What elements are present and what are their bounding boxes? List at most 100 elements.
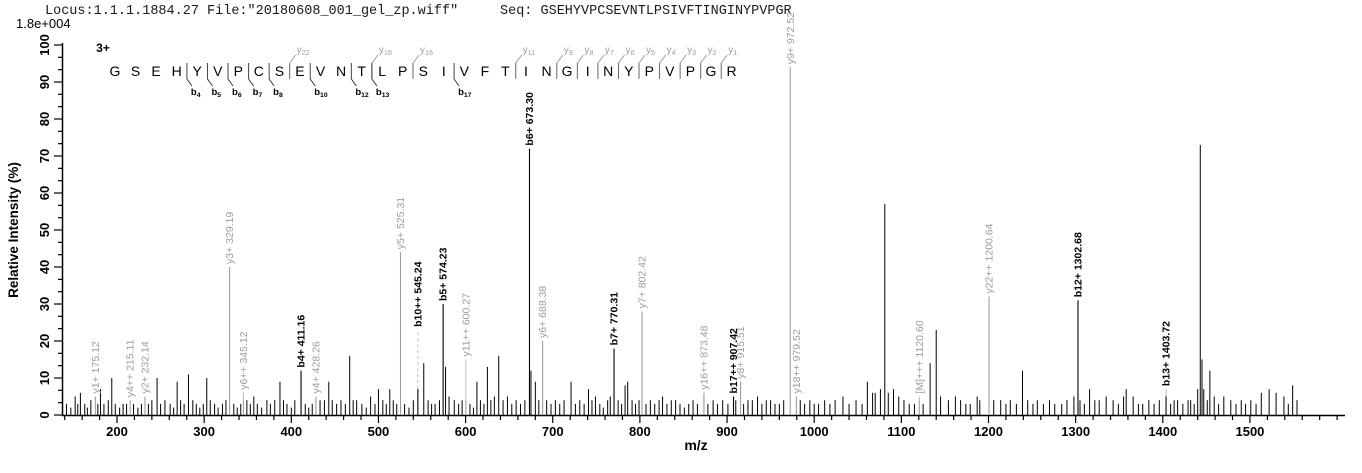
fragment-label-b5: b5 (211, 87, 221, 99)
svg-text:90: 90 (37, 75, 52, 89)
fragment-label-b8: b8 (273, 87, 283, 99)
peak-label-b13: b13+ 1403.72 (1161, 321, 1173, 386)
peak-label-y9: y9+ 972.52 (785, 12, 797, 64)
fragment-label-y3: y3 (687, 45, 696, 57)
fragment-label-y9: y9 (564, 45, 573, 57)
fragment-label-y6: y6 (625, 45, 634, 57)
fragment-label-b7: b7 (253, 87, 263, 99)
svg-text:1000: 1000 (800, 424, 829, 439)
x-axis-title: m/z (684, 437, 707, 453)
residue-15: P (398, 63, 407, 79)
sequence-header-label: Seq: GSEHYVPCSEVNTLPSIVFTINGINYPVPGR (500, 4, 792, 19)
residue-26: Y (624, 63, 634, 79)
fragment-label-y11: y11 (523, 45, 535, 57)
residue-31: R (726, 63, 736, 79)
residue-4: H (172, 63, 182, 79)
fragment-label-y16: y16 (420, 45, 433, 57)
svg-text:40: 40 (37, 260, 52, 274)
residue-5: Y (193, 63, 203, 79)
peak-label-y16: y16++ 873.48 (698, 325, 710, 389)
residue-1: G (110, 63, 121, 79)
peak-label-b12: b12+ 1302.68 (1072, 232, 1084, 297)
residue-8: C (254, 63, 264, 79)
svg-text:100: 100 (37, 34, 52, 56)
peak-label-y4: y4++ 215.11 (125, 339, 137, 397)
peak-label-b7: b7+ 770.31 (609, 292, 621, 346)
residue-23: G (562, 63, 573, 79)
peak-label-y3: y3+ 329.19 (224, 212, 236, 264)
svg-text:60: 60 (37, 186, 52, 200)
peak-label-b17: b17++ 907.42 (728, 328, 740, 394)
precursor-charge-label: 3+ (96, 41, 110, 55)
residue-13: T (357, 63, 366, 79)
peak-label-y5: y5+ 525.31 (395, 197, 407, 249)
peak-label-M: [M]+++ 1120.60 (914, 320, 926, 393)
peak-label-b4: b4+ 411.16 (296, 315, 308, 368)
svg-text:10: 10 (37, 371, 52, 385)
residue-17: I (442, 63, 446, 79)
intensity-scale-max-label: 1.8e+004 (16, 16, 71, 31)
fragment-label-y7: y7 (605, 45, 614, 57)
residue-9: S (275, 63, 284, 79)
residue-22: N (541, 63, 551, 79)
residue-20: T (501, 63, 510, 79)
residue-11: V (316, 63, 326, 79)
peak-label-y7: y7+ 802.42 (637, 256, 649, 308)
peak-label-y22: y22++ 1200.64 (984, 223, 996, 293)
svg-text:0: 0 (37, 411, 52, 418)
residue-3: E (151, 63, 160, 79)
svg-text:1500: 1500 (1235, 424, 1264, 439)
peak-label-y2: y2+ 232.14 (140, 341, 152, 393)
svg-text:50: 50 (37, 223, 52, 237)
fragment-label-b13: b13 (376, 87, 390, 99)
x-axis-ticks: 200 300 400 500 600 700 800 900 1000 1100 1200 1300… (64, 416, 1338, 453)
unlabeled-peaks (65, 144, 1298, 415)
svg-text:400: 400 (280, 424, 302, 439)
svg-text:30: 30 (37, 297, 52, 311)
peak-label-y8: y8+ 915.51 (735, 326, 747, 378)
svg-text:200: 200 (106, 424, 128, 439)
svg-text:20: 20 (37, 334, 52, 348)
peak-label-y6: y6++ 345.12 (238, 331, 250, 390)
residue-14: L (378, 63, 386, 79)
residue-7: P (234, 63, 243, 79)
fragment-label-y8: y8 (584, 45, 593, 57)
residue-18: V (460, 63, 470, 79)
svg-text:800: 800 (629, 424, 651, 439)
residue-24: I (586, 63, 590, 79)
fragment-label-y2: y2 (708, 45, 717, 57)
svg-text:1400: 1400 (1148, 424, 1177, 439)
fragment-label-y22: y22 (297, 45, 310, 57)
residue-10: E (295, 63, 304, 79)
residue-2: S (131, 63, 140, 79)
residue-16: S (419, 63, 428, 79)
residue-25: N (603, 63, 613, 79)
fragment-label-b17: b17 (458, 87, 472, 99)
fragment-label-y18: y18 (379, 45, 392, 57)
svg-text:70: 70 (37, 149, 52, 163)
svg-text:80: 80 (37, 112, 52, 126)
svg-text:500: 500 (368, 424, 390, 439)
residue-29: P (686, 63, 695, 79)
y-axis-title: Relative Intensity (%) (6, 162, 21, 298)
residue-30: G (706, 63, 717, 79)
fragment-label-b4: b4 (191, 87, 201, 99)
labeled-peaks: y1+ 175.12 y4++ 215.11 y2+ 232.14 y3+ 329.1… (90, 12, 1173, 415)
svg-text:1300: 1300 (1061, 424, 1090, 439)
residue-21: I (524, 63, 528, 79)
svg-text:900: 900 (716, 424, 738, 439)
peak-label-y18: y18++ 979.52 (791, 329, 803, 393)
peak-label-b5: b5+ 574.23 (438, 247, 450, 301)
residue-12: N (336, 63, 346, 79)
locus-file-label: Locus:1.1.1.1884.27 File:"20180608_001_g… (45, 4, 459, 19)
peak-label-b6: b6+ 673.30 (524, 92, 536, 146)
svg-text:700: 700 (542, 424, 564, 439)
axes (61, 43, 1345, 417)
fragment-label-y1: y1 (728, 45, 737, 57)
fragment-label-b6: b6 (232, 87, 242, 99)
peak-label-y6: y6+ 688.38 (537, 286, 549, 338)
fragment-label-y5: y5 (646, 45, 655, 57)
